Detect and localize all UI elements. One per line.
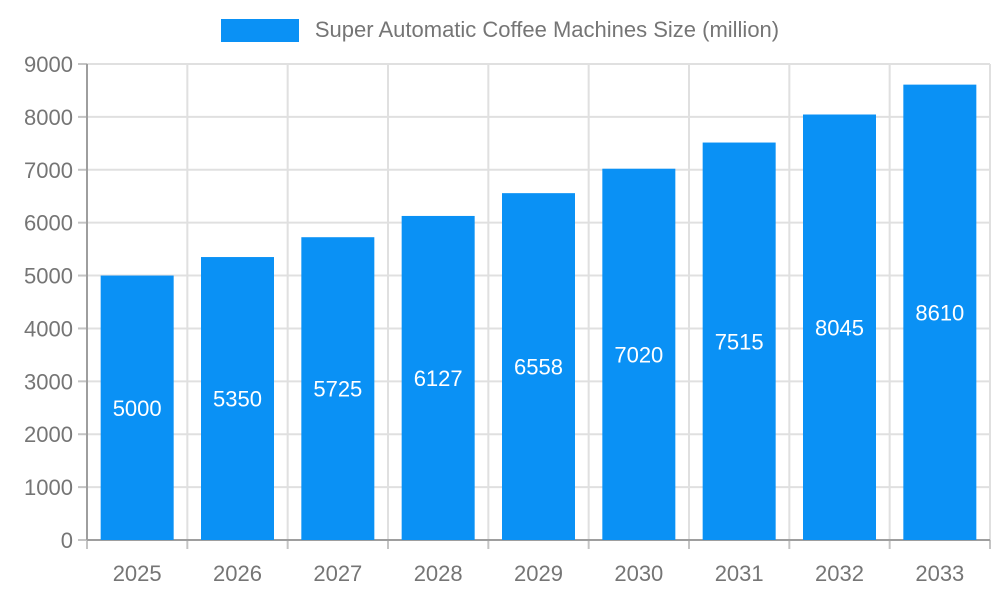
x-tick-label: 2030 xyxy=(614,561,663,586)
x-tick-label: 2031 xyxy=(715,561,764,586)
legend-item[interactable]: Super Automatic Coffee Machines Size (mi… xyxy=(220,17,780,43)
legend: Super Automatic Coffee Machines Size (mi… xyxy=(0,0,1000,60)
bar-value-label: 8610 xyxy=(915,300,964,325)
bar-value-label: 8045 xyxy=(815,315,864,340)
x-tick-label: 2026 xyxy=(213,561,262,586)
bar[interactable] xyxy=(100,275,174,540)
bar[interactable] xyxy=(803,114,876,541)
bar-value-label: 5000 xyxy=(113,396,162,421)
legend-swatch-icon xyxy=(220,18,299,42)
x-tick-label: 2028 xyxy=(414,561,463,586)
y-tick-label: 3000 xyxy=(24,369,73,394)
y-tick-label: 9000 xyxy=(24,52,73,77)
bar[interactable] xyxy=(201,257,274,540)
bar-value-label: 7020 xyxy=(614,342,663,367)
y-tick-label: 5000 xyxy=(24,264,73,289)
y-tick-label: 0 xyxy=(61,528,73,553)
y-tick-label: 1000 xyxy=(24,475,73,500)
bar[interactable] xyxy=(401,215,475,541)
bar-value-label: 6558 xyxy=(514,355,563,380)
bar[interactable] xyxy=(301,237,375,540)
x-tick-label: 2029 xyxy=(514,561,563,586)
y-tick-label: 7000 xyxy=(24,158,73,183)
y-tick-label: 6000 xyxy=(24,211,73,236)
y-tick-label: 4000 xyxy=(24,316,73,341)
y-tick-label: 8000 xyxy=(24,105,73,130)
y-tick-label: 2000 xyxy=(24,422,73,447)
bar-value-label: 5725 xyxy=(313,377,362,402)
bar[interactable] xyxy=(702,142,776,541)
x-tick-label: 2025 xyxy=(113,561,162,586)
bar-value-label: 7515 xyxy=(715,329,764,354)
bar[interactable] xyxy=(903,84,977,541)
bar[interactable] xyxy=(502,193,575,540)
x-tick-label: 2032 xyxy=(815,561,864,586)
x-tick-label: 2033 xyxy=(915,561,964,586)
bar[interactable] xyxy=(602,168,676,540)
legend-label: Super Automatic Coffee Machines Size (mi… xyxy=(314,17,780,42)
bar-value-label: 5350 xyxy=(213,387,262,412)
x-tick-label: 2027 xyxy=(313,561,362,586)
bar-value-label: 6127 xyxy=(414,366,463,391)
